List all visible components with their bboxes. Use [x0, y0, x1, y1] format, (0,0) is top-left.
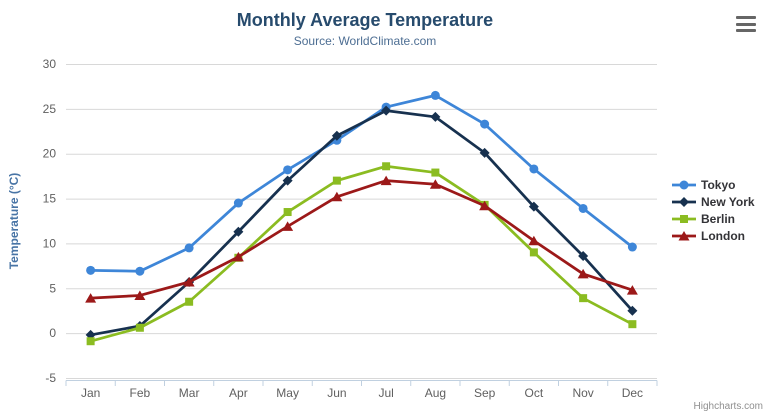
legend-label: Berlin — [701, 211, 736, 226]
marker-triangle — [528, 235, 540, 246]
x-axis-label: Aug — [425, 386, 446, 400]
marker-diamond — [627, 305, 638, 316]
marker-triangle — [479, 200, 491, 211]
marker-circle — [184, 243, 194, 253]
marker-square — [135, 323, 144, 332]
legend-label: Tokyo — [701, 177, 736, 192]
legend-item-new-york[interactable]: New York — [672, 193, 755, 210]
x-axis-label: Apr — [229, 386, 248, 400]
marker-triangle — [380, 175, 392, 186]
series-line-berlin — [89, 164, 634, 343]
marker-diamond — [578, 250, 589, 261]
x-axis-label: Jun — [327, 386, 346, 400]
marker-square — [86, 337, 95, 346]
marker-square — [579, 294, 588, 303]
marker-triangle — [577, 268, 589, 279]
marker-circle — [679, 180, 689, 189]
hamburger-menu-icon[interactable] — [736, 16, 756, 32]
marker-triangle — [232, 251, 244, 262]
legend-marker-diamond-icon — [672, 196, 696, 207]
marker-square — [382, 162, 391, 171]
x-axis-label: Nov — [572, 386, 593, 400]
highcharts-credit-link[interactable]: Highcharts.com — [693, 401, 763, 412]
x-axis-label: Mar — [179, 386, 200, 400]
marker-triangle — [331, 191, 343, 202]
legend-label: London — [701, 228, 745, 243]
marker-diamond — [528, 201, 539, 212]
x-axis-label: Sep — [474, 386, 496, 400]
marker-circle — [135, 266, 145, 276]
legend-item-berlin[interactable]: Berlin — [672, 210, 755, 227]
x-axis-label: Dec — [622, 386, 643, 400]
marker-circle — [529, 164, 539, 174]
marker-diamond — [679, 196, 689, 207]
marker-triangle — [282, 221, 294, 231]
y-tick-label: 30 — [43, 57, 57, 71]
marker-circle — [480, 119, 490, 129]
marker-triangle — [183, 277, 195, 287]
y-tick-label: 0 — [49, 326, 56, 340]
series-line-london — [89, 179, 634, 300]
x-axis-label: Jan — [81, 386, 100, 400]
x-axis-label: Jul — [378, 386, 393, 400]
marker-square — [680, 214, 688, 223]
chart-subtitle: Source: WorldClimate.com — [293, 34, 437, 48]
marker-diamond — [430, 111, 441, 122]
marker-circle — [627, 242, 637, 252]
legend-marker-circle-icon — [672, 180, 696, 189]
marker-circle — [578, 203, 588, 213]
legend-marker-triangle-icon — [672, 230, 696, 240]
marker-square — [332, 176, 341, 185]
chart-title: Monthly Average Temperature — [236, 10, 494, 30]
marker-circle — [233, 198, 243, 208]
x-axis-label: Oct — [525, 386, 544, 400]
marker-square — [283, 208, 292, 217]
y-tick-label: 15 — [43, 192, 57, 206]
marker-triangle — [626, 285, 638, 295]
marker-triangle — [678, 230, 690, 240]
chart-legend: Tokyo New York Berlin London — [672, 176, 755, 244]
marker-circle — [283, 165, 293, 175]
marker-square — [431, 168, 440, 177]
marker-diamond — [331, 130, 342, 141]
y-tick-label: 10 — [43, 236, 57, 250]
legend-item-london[interactable]: London — [672, 227, 755, 244]
legend-label: New York — [701, 194, 755, 209]
y-tick-label: 5 — [49, 281, 56, 295]
y-axis-title: Temperature (°C) — [7, 172, 21, 270]
marker-diamond — [479, 147, 490, 158]
marker-square — [185, 297, 194, 306]
marker-diamond — [233, 226, 244, 237]
marker-diamond — [381, 105, 392, 116]
marker-circle — [86, 265, 96, 275]
marker-triangle — [85, 293, 97, 303]
y-tick-label: 25 — [43, 102, 57, 116]
marker-diamond — [282, 175, 293, 186]
y-tick-label: 20 — [43, 147, 57, 161]
x-axis-label: Feb — [130, 386, 151, 400]
marker-triangle — [134, 290, 146, 300]
marker-triangle — [429, 179, 441, 189]
marker-square — [529, 248, 538, 257]
x-axis-label: May — [276, 386, 299, 400]
legend-marker-square-icon — [672, 214, 696, 223]
marker-circle — [430, 90, 440, 100]
series-line-new-york — [89, 109, 634, 337]
marker-square — [628, 320, 637, 329]
legend-item-tokyo[interactable]: Tokyo — [672, 176, 755, 193]
y-tick-label: -5 — [45, 371, 56, 385]
